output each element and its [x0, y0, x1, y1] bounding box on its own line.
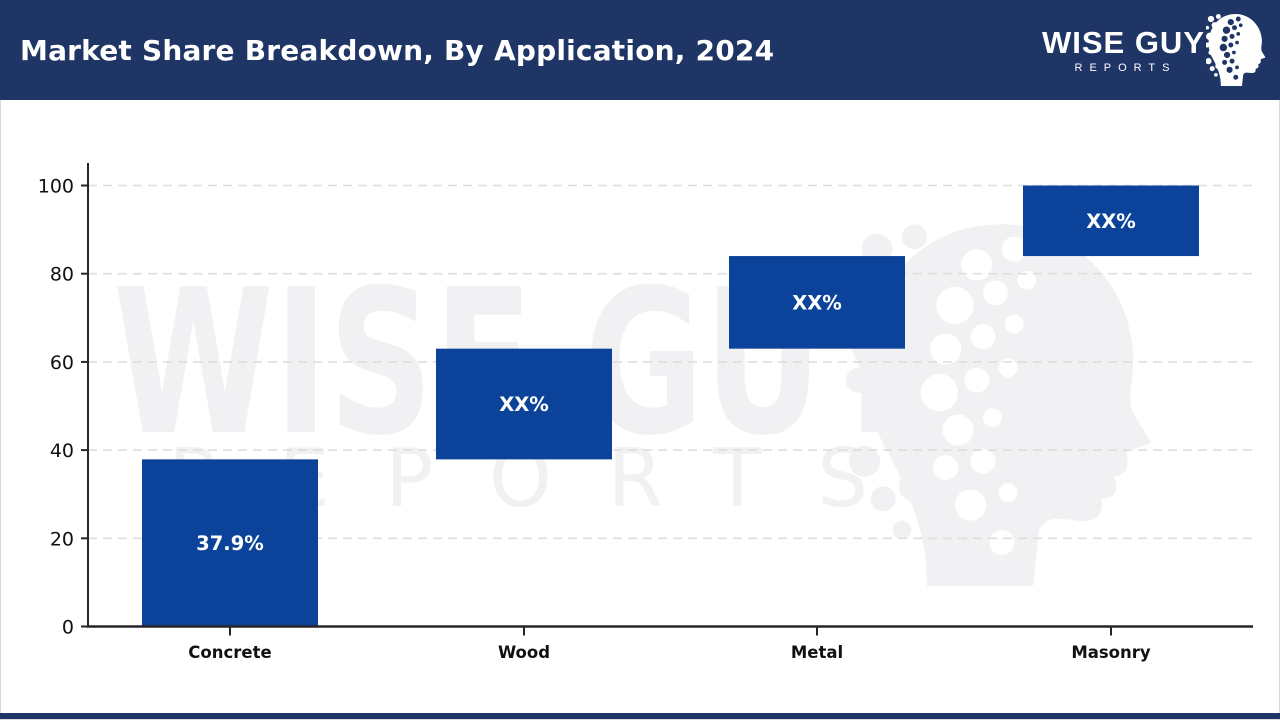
x-category-label: Concrete [188, 643, 271, 662]
x-category-label: Masonry [1071, 643, 1151, 662]
y-tick-label: 100 [38, 176, 74, 198]
bar-value-label: XX% [792, 291, 842, 314]
y-tick-label: 60 [50, 352, 74, 374]
bar-wood [436, 348, 612, 460]
bar-value-label: XX% [1086, 210, 1136, 233]
labels: 0 20 40 60 80 100 37.9% Concrete XX% Wood XX% Metal… [38, 176, 1151, 663]
y-tick-label: 20 [50, 528, 74, 550]
y-tick-label: 40 [50, 440, 74, 462]
bar-masonry [1023, 185, 1199, 257]
bar-value-label: XX% [499, 393, 549, 416]
footer-bar [0, 713, 1280, 719]
bars [142, 185, 1199, 627]
brand-subname: REPORTS [1074, 61, 1177, 74]
y-tick-label: 0 [62, 617, 74, 639]
bar-metal [729, 256, 905, 349]
watermark-face-icon [845, 224, 1152, 587]
brand-face-icon [1206, 14, 1266, 86]
x-category-label: Metal [791, 643, 843, 662]
axes [81, 163, 1253, 636]
brand-logo-text: WISE GUY REPORTS [1042, 27, 1205, 74]
bar-concrete [142, 459, 318, 627]
brand-name: WISE GUY [1041, 24, 1205, 60]
chart-title: Market Share Breakdown, By Application, … [20, 33, 775, 67]
brand-logo: WISE GUY REPORTS [1042, 12, 1268, 88]
y-tick-label: 80 [50, 264, 74, 286]
header-bar: Market Share Breakdown, By Application, … [0, 0, 1280, 100]
bar-value-label: 37.9% [196, 532, 264, 555]
x-category-label: Wood [498, 643, 550, 662]
